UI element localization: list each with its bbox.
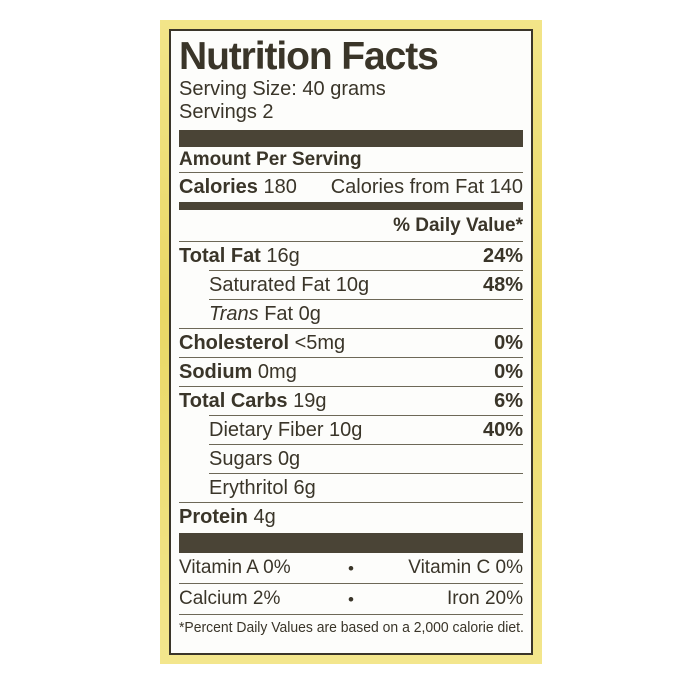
divider-bar-thick-bottom [179,533,523,554]
rule-after-daily-value-header [179,241,523,243]
rule-sodium [179,386,523,388]
vitamin-right-value: Iron 20% [446,588,523,610]
nutrient-label-group: Total Carbs 19g [179,391,326,411]
nutrient-label-group: Protein 4g [179,507,276,527]
rule-sugars [209,473,523,475]
nutrient-name: Trans [209,303,259,326]
nutrient-name: Saturated Fat [209,274,331,297]
nutrient-row-total-fat: Total Fat 16g 24% [179,242,523,270]
nutrition-label-content: Nutrition Facts Serving Size: 40 grams S… [171,31,531,653]
nutrient-daily-value: 6% [494,390,523,413]
servings-count-text: Servings 2 [179,100,274,123]
vitamin-left-value: Vitamin A 0% [179,557,291,579]
nutrient-label-group: Total Fat 16g [179,246,300,266]
rule-vitamins-first [179,583,523,585]
nutrient-name: Total Carbs [179,390,288,413]
nutrition-label-gold-frame: Nutrition Facts Serving Size: 40 grams S… [160,20,542,664]
nutrient-daily-value: 48% [482,274,523,297]
nutrient-label-group: Trans Fat 0g [209,304,321,324]
rule-dietary-fiber [209,444,523,446]
nutrition-label-panel: Nutrition Facts Serving Size: 40 grams S… [169,29,533,655]
serving-size-text: Serving Size: 40 grams [179,77,386,100]
nutrient-name: Erythritol [209,477,288,500]
bullet-separator-icon: • [348,558,354,578]
rule-total-carbs [209,415,523,417]
nutrient-amount: <5mg [294,332,346,355]
nutrient-label-group: Erythritol 6g [209,478,316,498]
rule-vitamins-second [179,614,523,616]
rule-erythritol [179,502,523,504]
nutrient-row-erythritol: Erythritol 6g [179,474,523,502]
calories-from-fat: Calories from Fat 140 [330,176,523,199]
nutrient-amount: 0mg [257,361,297,384]
daily-value-footnote: *Percent Daily Values are based on a 2,0… [179,619,524,637]
nutrient-amount: 6g [293,477,316,500]
nutrient-amount: 19g [293,390,327,413]
calories-label: Calories [179,176,258,199]
nutrient-daily-value: 24% [482,245,523,268]
divider-bar-thick-top [179,130,523,148]
nutrient-row-saturated-fat: Saturated Fat 10g 48% [179,271,523,299]
divider-bar-medium [179,202,523,211]
vitamin-row-a-c: Vitamin A 0% • Vitamin C 0% [179,553,523,583]
nutrient-name: Cholesterol [179,332,290,355]
vitamin-left-value: Calcium 2% [179,588,281,610]
nutrient-row-protein: Protein 4g [179,503,523,531]
nutrient-amount: 0g [277,448,301,471]
nutrient-daily-value: 40% [482,419,523,442]
bullet-separator-icon: • [348,589,354,609]
page-title: Nutrition Facts [179,35,439,78]
nutrient-row-trans-fat: Trans Fat 0g [179,300,523,328]
amount-per-serving-row: Amount Per Serving [179,147,523,172]
nutrient-amount: 4g [253,506,276,529]
nutrient-label-group: Cholesterol <5mg [179,333,345,353]
amount-per-serving-label: Amount Per Serving [179,149,362,171]
nutrient-name: Protein [179,506,248,529]
nutrient-name: Sodium [179,361,253,384]
rule-total-fat [209,270,523,272]
nutrient-label-group: Sodium 0mg [179,362,297,382]
nutrient-row-dietary-fiber: Dietary Fiber 10g 40% [179,416,523,444]
nutrient-row-total-carbs: Total Carbs 19g 6% [179,387,523,415]
calories-row: Calories 180 Calories from Fat 140 [179,173,523,201]
nutrient-amount: 10g [329,419,363,442]
nutrient-amount: 16g [266,245,300,268]
rule-saturated-fat [209,299,523,301]
rule-cholesterol [179,357,523,359]
calories-value: 180 [263,176,297,199]
calories-label-group: Calories 180 [179,177,297,197]
vitamin-row-calcium-iron: Calcium 2% • Iron 20% [179,584,523,614]
nutrient-daily-value: 0% [494,361,523,384]
nutrient-name: Dietary Fiber [209,419,324,442]
nutrient-label-group: Saturated Fat 10g [209,275,369,295]
rule-trans-fat [179,328,523,330]
nutrient-label-group: Dietary Fiber 10g [209,420,362,440]
vitamin-right-value: Vitamin C 0% [408,557,523,579]
nutrient-row-sodium: Sodium 0mg 0% [179,358,523,386]
rule-after-amount-per-serving [179,172,523,174]
nutrient-amount: Fat 0g [264,303,321,326]
nutrient-label-group: Sugars 0g [209,449,300,469]
daily-value-header: % Daily Value* [393,215,523,237]
nutrient-row-cholesterol: Cholesterol <5mg 0% [179,329,523,357]
nutrient-name: Sugars [209,448,273,471]
nutrient-row-sugars: Sugars 0g [179,445,523,473]
nutrient-name: Total Fat [179,245,261,268]
nutrient-amount: 10g [335,274,370,297]
nutrient-daily-value: 0% [494,332,523,355]
